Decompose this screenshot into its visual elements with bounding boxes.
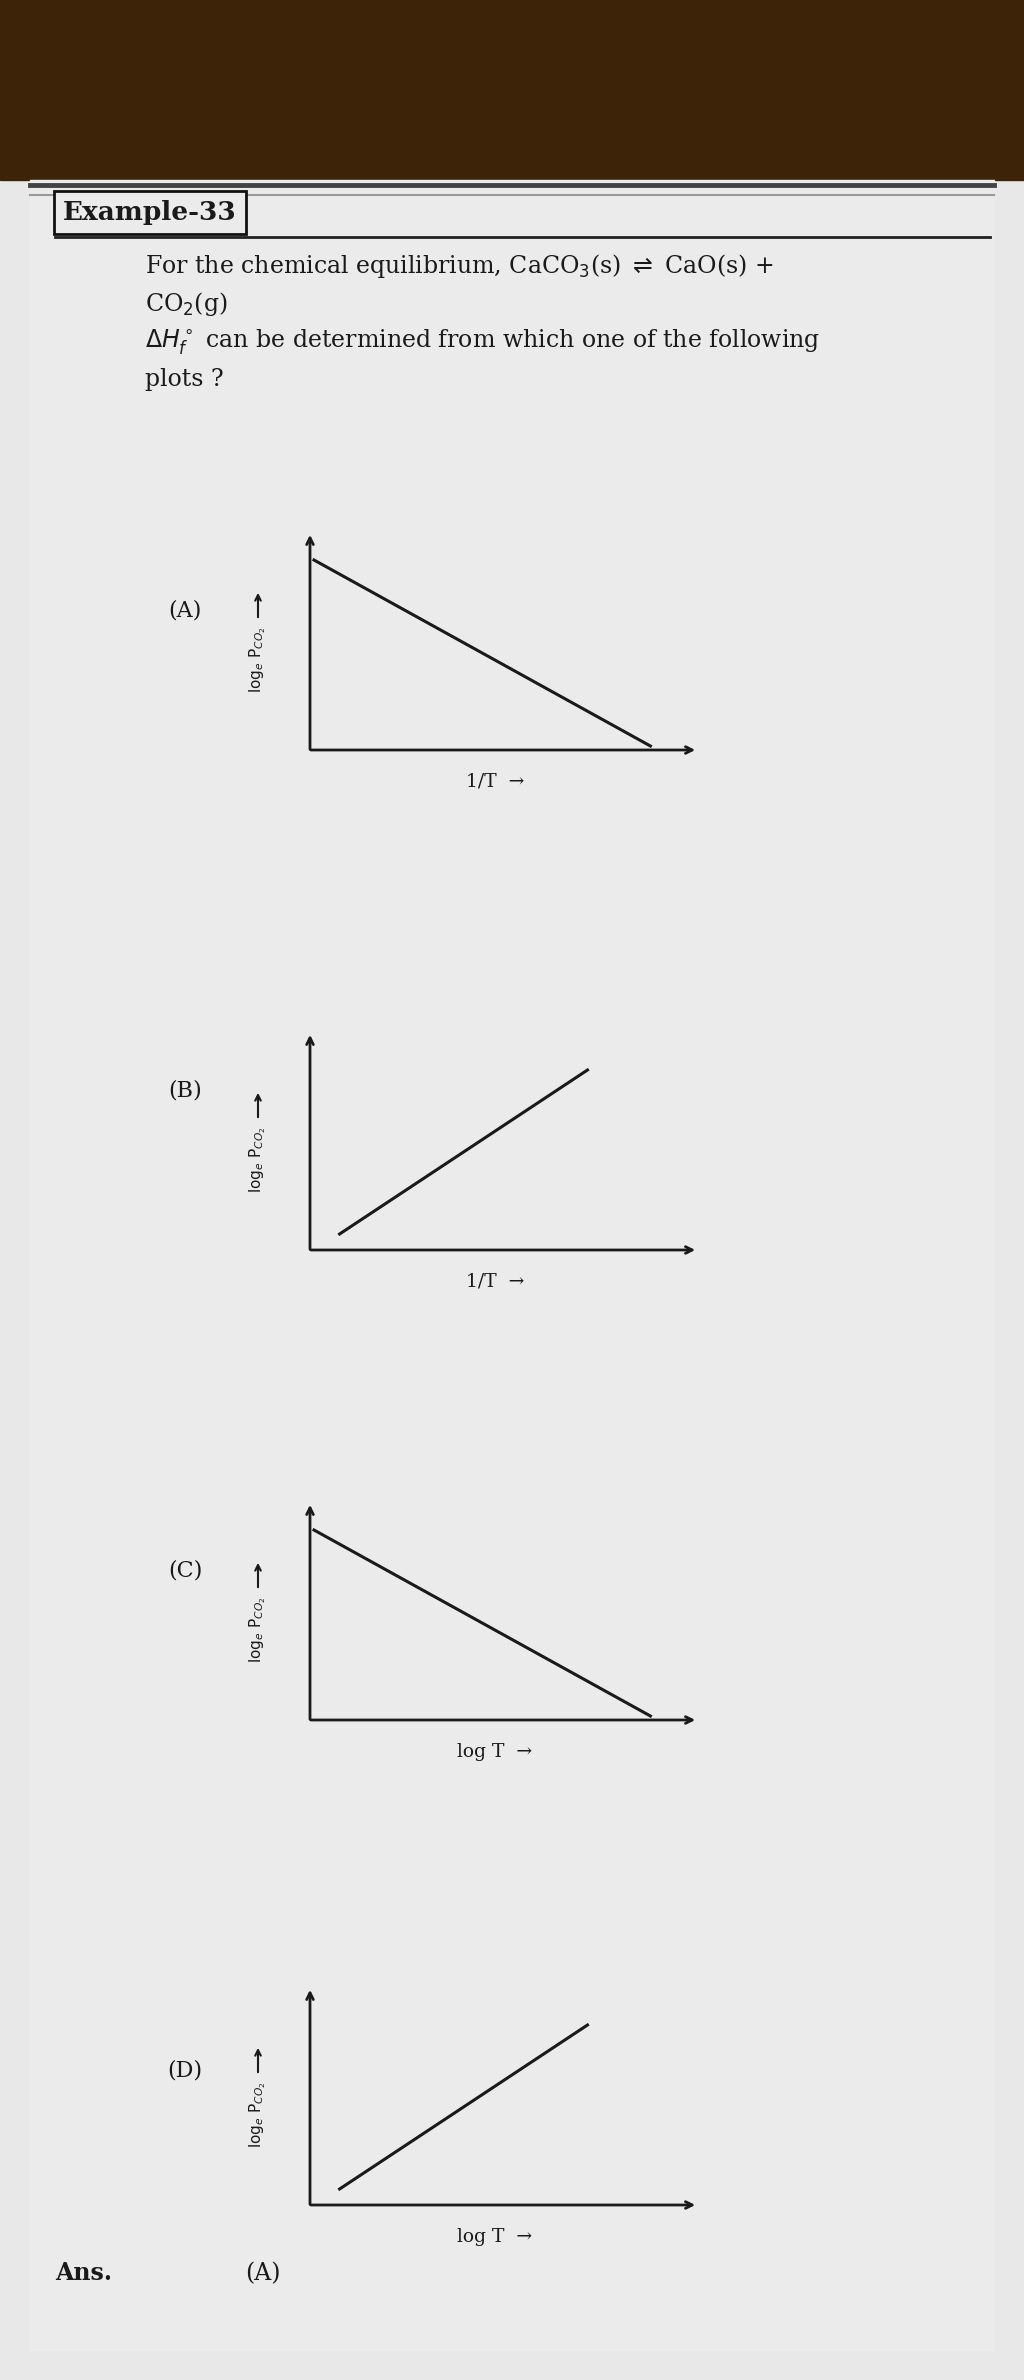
Text: Ans.: Ans. xyxy=(55,2261,112,2285)
Text: log$_e$ P$_{CO_2}$: log$_e$ P$_{CO_2}$ xyxy=(248,2082,268,2149)
Text: $\Delta H_f^\circ$ can be determined from which one of the following: $\Delta H_f^\circ$ can be determined fro… xyxy=(145,328,820,357)
Text: (A): (A) xyxy=(245,2261,281,2285)
Text: (D): (D) xyxy=(168,2059,203,2080)
Text: log T  →: log T → xyxy=(458,2228,532,2247)
Text: (B): (B) xyxy=(168,1078,202,1102)
Text: (C): (C) xyxy=(168,1559,202,1580)
Text: (A): (A) xyxy=(168,600,202,621)
Text: 1/T  →: 1/T → xyxy=(466,774,524,790)
Text: log T  →: log T → xyxy=(458,1742,532,1761)
Text: log$_e$ P$_{CO_2}$: log$_e$ P$_{CO_2}$ xyxy=(248,1126,268,1192)
Text: For the chemical equilibrium, CaCO$_3$(s) $\rightleftharpoons$ CaO(s) +: For the chemical equilibrium, CaCO$_3$(s… xyxy=(145,252,773,281)
Text: Example-33: Example-33 xyxy=(63,200,237,226)
Text: log$_e$ P$_{CO_2}$: log$_e$ P$_{CO_2}$ xyxy=(248,1597,268,1664)
Text: plots ?: plots ? xyxy=(145,369,223,390)
Text: log$_e$ P$_{CO_2}$: log$_e$ P$_{CO_2}$ xyxy=(248,626,268,693)
Text: 1/T  →: 1/T → xyxy=(466,1273,524,1290)
Bar xyxy=(0,0,1024,181)
Text: CO$_2$(g): CO$_2$(g) xyxy=(145,290,227,319)
